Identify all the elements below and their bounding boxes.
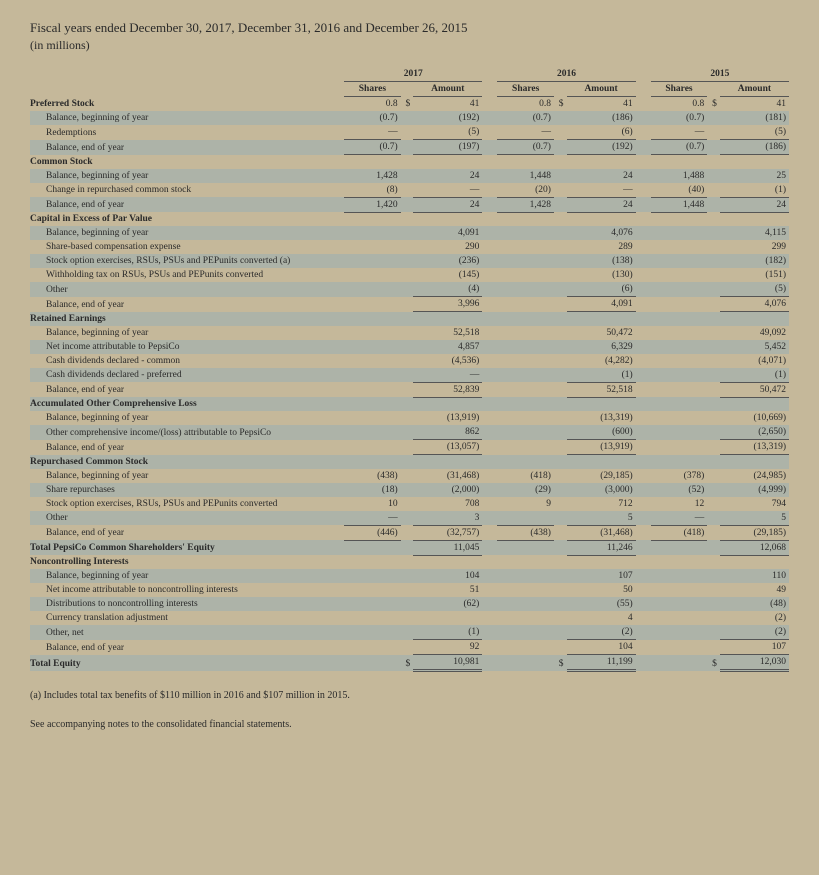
preferred-beg-row: Balance, beginning of year (0.7)(192) (0… — [30, 111, 789, 125]
aocl-end: Balance, end of year(13,057)(13,919)(13,… — [30, 440, 789, 455]
capex-wh: Withholding tax on RSUs, PSUs and PEPuni… — [30, 268, 789, 282]
year-2015: 2015 — [651, 67, 789, 82]
preferred-redemptions-row: Redemptions —(5) —(6) —(5) — [30, 125, 789, 140]
tcse-row: Total PepsiCo Common Shareholders' Equit… — [30, 540, 789, 555]
equity-table: 2017 2016 2015 SharesAmount SharesAmount… — [30, 67, 789, 672]
capex-sox: Stock option exercises, RSUs, PSUs and P… — [30, 254, 789, 268]
nci-dist: Distributions to noncontrolling interest… — [30, 597, 789, 611]
re-ni: Net income attributable to PepsiCo4,8576… — [30, 340, 789, 354]
rep-sox: Stock option exercises, RSUs, PSUs and P… — [30, 497, 789, 511]
col-header-row: SharesAmount SharesAmount SharesAmount — [30, 82, 789, 97]
section-common: Common Stock — [30, 155, 789, 169]
footnote-a: (a) Includes total tax benefits of $110 … — [30, 690, 789, 701]
section-aocl: Accumulated Other Comprehensive Loss — [30, 397, 789, 411]
section-repurch: Repurchased Common Stock — [30, 455, 789, 469]
footnote-see: See accompanying notes to the consolidat… — [30, 719, 789, 730]
rep-end: Balance, end of year (446)(32,757) (438)… — [30, 525, 789, 540]
nci-ni: Net income attributable to noncontrollin… — [30, 583, 789, 597]
re-end: Balance, end of year52,83952,51850,472 — [30, 382, 789, 397]
page-title: Fiscal years ended December 30, 2017, De… — [30, 20, 789, 36]
rep-beg: Balance, beginning of year (438)(31,468)… — [30, 469, 789, 483]
capex-end: Balance, end of year3,9964,0914,076 — [30, 297, 789, 312]
year-header-row: 2017 2016 2015 — [30, 67, 789, 82]
rep-other: Other —3 5 —5 — [30, 511, 789, 526]
year-2016: 2016 — [497, 67, 635, 82]
re-dc: Cash dividends declared - common(4,536)(… — [30, 354, 789, 368]
page-subtitle: (in millions) — [30, 38, 789, 53]
nci-beg: Balance, beginning of year104107110 — [30, 569, 789, 583]
section-preferred: Preferred Stock 0.8$41 0.8$41 0.8$41 — [30, 97, 789, 112]
nci-other: Other, net(1)(2)(2) — [30, 625, 789, 640]
common-chg-row: Change in repurchased common stock (8)— … — [30, 183, 789, 198]
aocl-beg: Balance, beginning of year(13,919)(13,31… — [30, 411, 789, 425]
total-equity-row: Total Equity $10,981 $11,199 $12,030 — [30, 655, 789, 671]
nci-cta: Currency translation adjustment4(2) — [30, 611, 789, 625]
preferred-end-row: Balance, end of year (0.7)(197) (0.7)(19… — [30, 140, 789, 155]
col-shares: Shares — [344, 82, 401, 97]
section-capex: Capital in Excess of Par Value — [30, 212, 789, 226]
capex-beg: Balance, beginning of year4,0914,0764,11… — [30, 226, 789, 240]
common-beg-row: Balance, beginning of year 1,42824 1,448… — [30, 169, 789, 183]
rep-sr: Share repurchases (18)(2,000) (29)(3,000… — [30, 483, 789, 497]
col-amount: Amount — [413, 82, 482, 97]
capex-sbc: Share-based compensation expense29028929… — [30, 240, 789, 254]
section-nci: Noncontrolling Interests — [30, 555, 789, 569]
common-end-row: Balance, end of year 1,42024 1,42824 1,4… — [30, 197, 789, 212]
re-beg: Balance, beginning of year52,51850,47249… — [30, 326, 789, 340]
capex-other: Other(4)(6)(5) — [30, 282, 789, 297]
re-dp: Cash dividends declared - preferred—(1)(… — [30, 368, 789, 383]
aocl-oci: Other comprehensive income/(loss) attrib… — [30, 425, 789, 440]
year-2017: 2017 — [344, 67, 482, 82]
section-retained: Retained Earnings — [30, 312, 789, 326]
nci-end: Balance, end of year92104107 — [30, 640, 789, 655]
